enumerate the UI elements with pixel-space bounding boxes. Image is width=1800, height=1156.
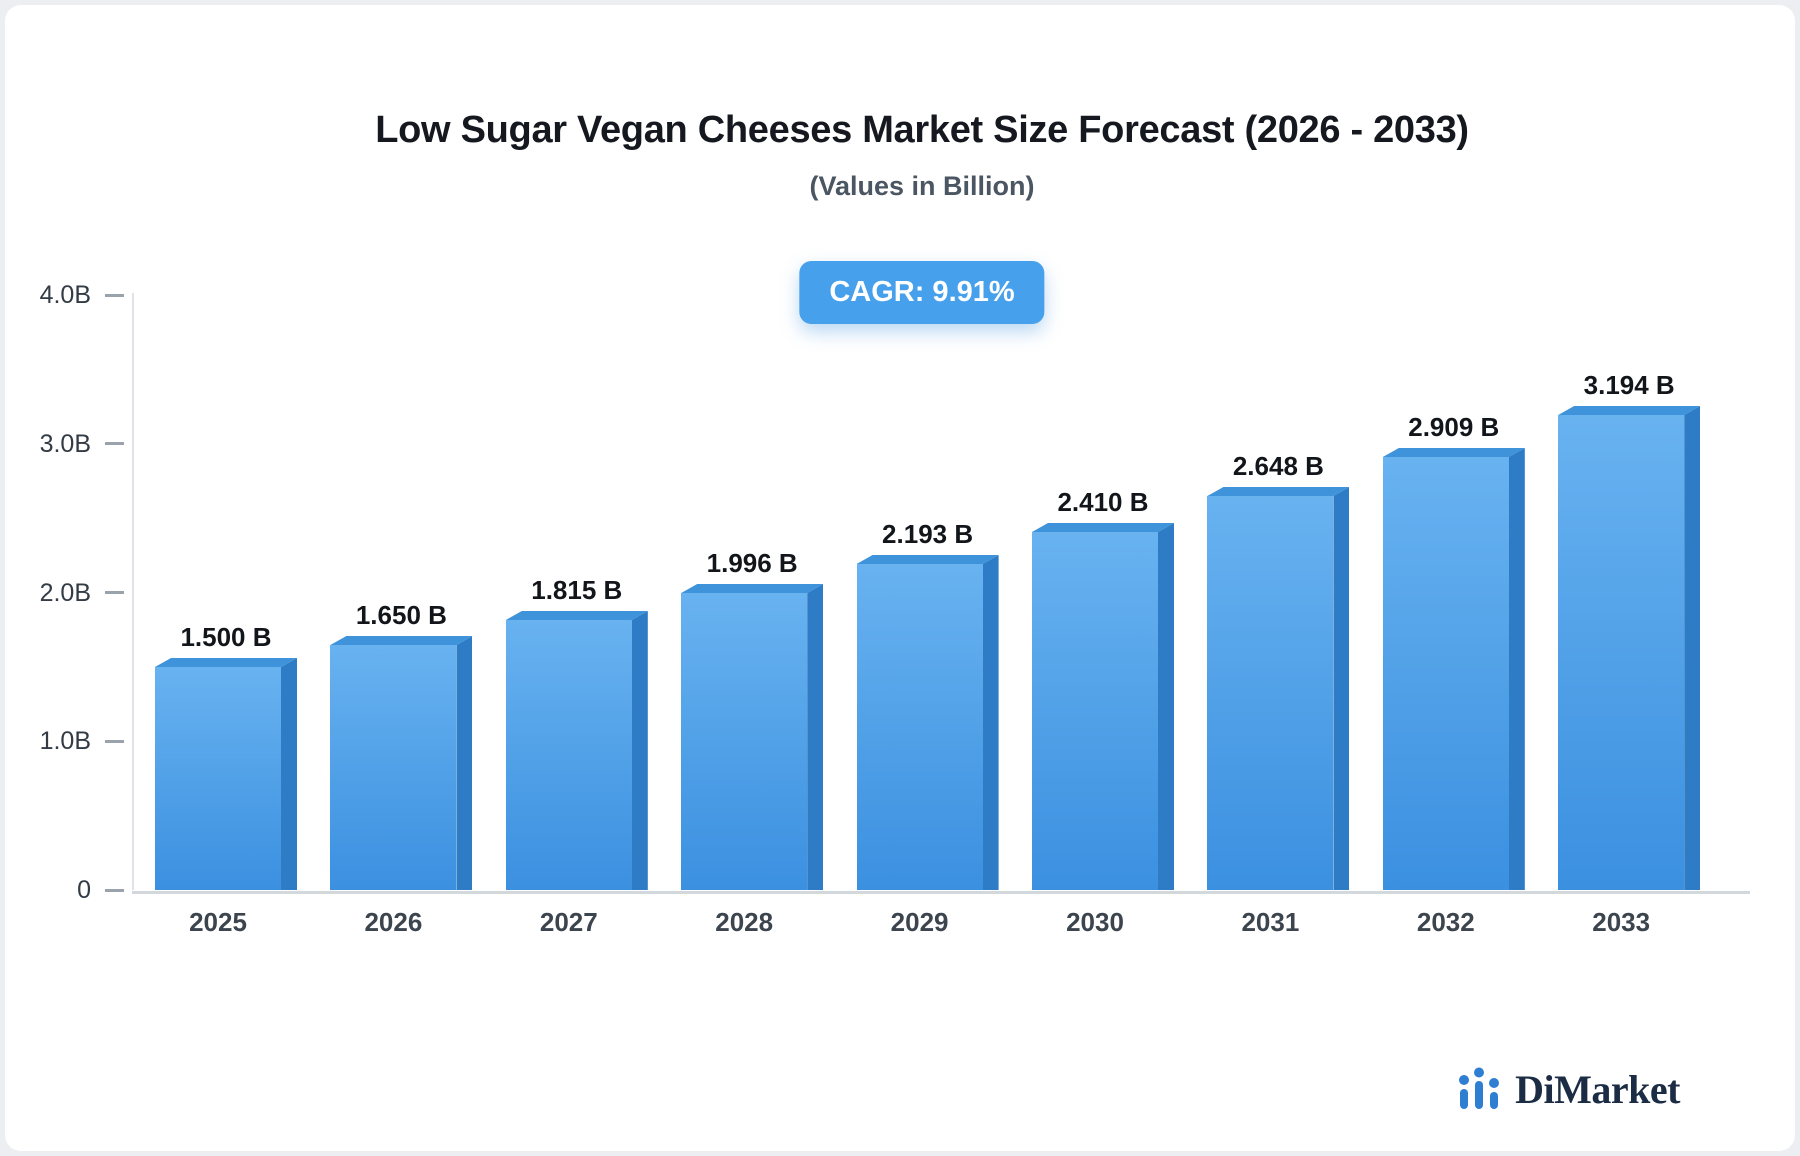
bar-top-face	[1207, 487, 1350, 496]
bar-side-face	[1684, 406, 1701, 890]
x-axis-label: 2028	[715, 907, 774, 937]
bar-top-face	[1558, 406, 1701, 415]
bar-top-face	[1032, 523, 1174, 532]
bar-value-label: 1.500 B	[180, 622, 272, 652]
bar-value-label: 2.909 B	[1408, 412, 1500, 442]
cagr-badge: CAGR: 9.91%	[799, 261, 1045, 324]
bar-value-label: 1.650 B	[355, 600, 447, 630]
bar	[155, 667, 281, 890]
x-axis-label: 2027	[539, 907, 598, 937]
bar-side-face	[1333, 487, 1350, 890]
bar-side-face	[631, 611, 648, 890]
bar-value-label: 2.648 B	[1232, 451, 1324, 481]
y-axis-tick	[105, 888, 124, 892]
bar-value-label: 2.193 B	[882, 519, 974, 549]
chart-card: Low Sugar Vegan Cheeses Market Size Fore…	[5, 5, 1795, 1151]
x-axis-label: 2031	[1241, 907, 1300, 937]
bar-side-face	[281, 658, 297, 890]
y-axis-tick	[105, 591, 124, 594]
y-axis-label: 4.0B	[39, 281, 91, 309]
bar	[681, 593, 808, 890]
bar-chart-plot: 4.0B 3.0B 2.0B 1.0B 0 1.500 B 2025 1.650 B 2026 1…	[5, 5, 1795, 1151]
y-axis-tick	[105, 739, 124, 743]
chart-subtitle: (Values in Billion)	[809, 171, 1035, 201]
bar	[1032, 532, 1158, 890]
x-axis-line	[132, 891, 1750, 894]
y-axis-tick	[105, 293, 124, 297]
bar-side-face	[1158, 523, 1174, 890]
x-axis-label: 2025	[189, 907, 247, 937]
bar-top-face	[1382, 448, 1525, 457]
bar-value-label: 1.996 B	[706, 548, 798, 578]
x-axis-label: 2030	[1066, 907, 1124, 937]
bar	[505, 620, 632, 890]
y-axis-line	[132, 293, 134, 890]
bar-value-label: 3.194 B	[1583, 370, 1675, 400]
x-axis-label: 2029	[890, 907, 949, 937]
bar-top-face	[856, 555, 999, 564]
bar-value-label: 2.410 B	[1057, 487, 1149, 517]
bar	[330, 645, 457, 890]
y-axis-label: 2.0B	[39, 578, 91, 607]
chart-title: Low Sugar Vegan Cheeses Market Size Fore…	[375, 109, 1469, 151]
bar-side-face	[456, 636, 473, 890]
bar-top-face	[330, 636, 473, 645]
y-axis-label: 0	[77, 876, 91, 904]
bar-top-face	[155, 658, 297, 667]
brand-bars-icon	[1459, 1067, 1500, 1109]
bar-value-label: 1.815 B	[531, 575, 623, 605]
y-axis-label: 3.0B	[39, 429, 91, 458]
cagr-label: CAGR: 9.91%	[829, 276, 1015, 308]
bar-top-face	[505, 611, 648, 620]
bar	[1382, 457, 1509, 890]
y-axis-tick	[105, 442, 124, 446]
bar	[856, 564, 983, 890]
bar-side-face	[1508, 448, 1525, 890]
bar-top-face	[681, 584, 824, 593]
bar	[1207, 496, 1334, 890]
x-axis-label: 2032	[1416, 907, 1475, 937]
bar	[1558, 415, 1685, 890]
brand-logo: DiMarket	[1456, 1066, 1680, 1113]
bar-side-face	[807, 584, 824, 890]
x-axis-label: 2026	[364, 907, 423, 937]
brand-name: DiMarket	[1515, 1067, 1680, 1112]
y-axis-label: 1.0B	[39, 727, 91, 756]
bar-side-face	[982, 555, 999, 890]
x-axis-label: 2033	[1592, 907, 1651, 937]
